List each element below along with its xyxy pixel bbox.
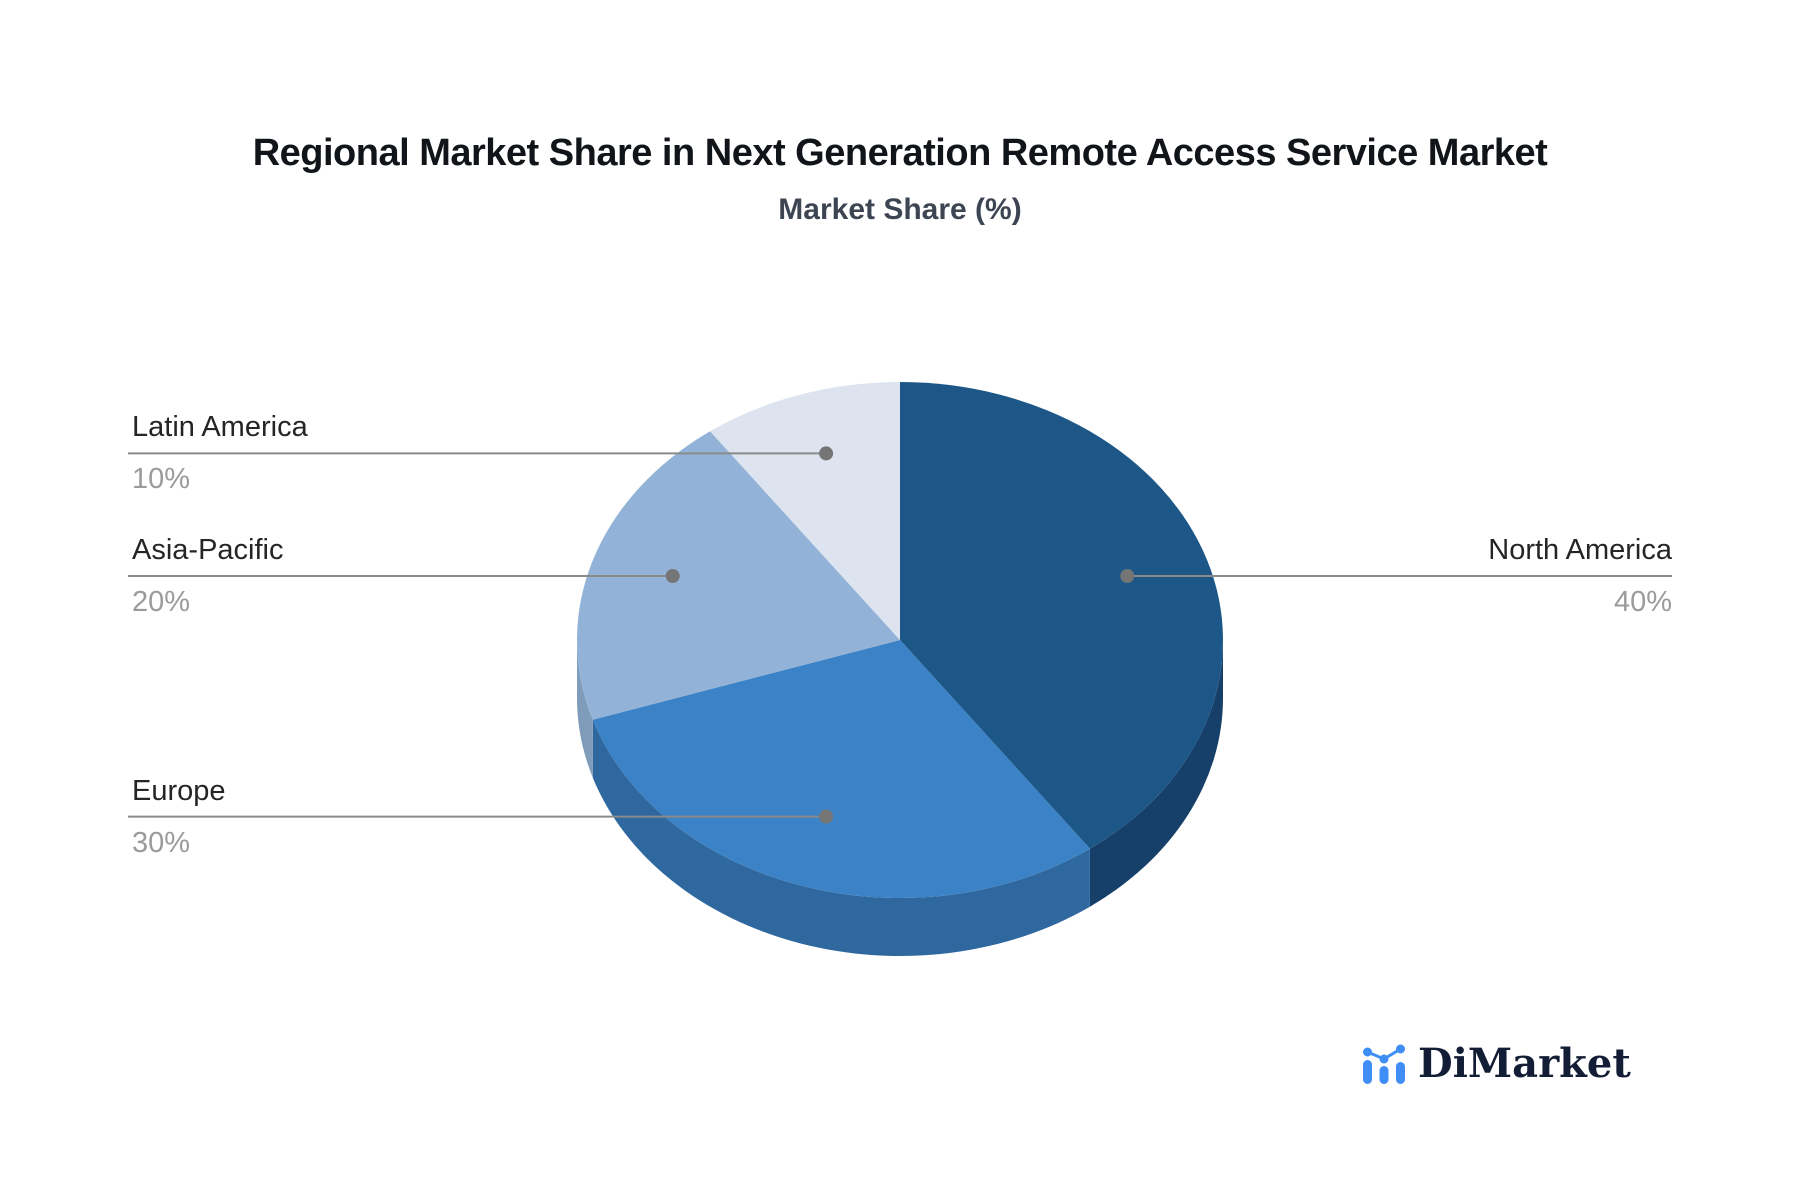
pie-slice-side-north-america bbox=[1089, 640, 1223, 907]
leader-dot-asia-pacific bbox=[665, 569, 680, 583]
value-asia-pacific: 20% bbox=[132, 586, 191, 618]
leader-dot-europe bbox=[819, 809, 834, 824]
value-latin-america: 10% bbox=[132, 463, 191, 496]
label-north-america: North America bbox=[1488, 534, 1672, 566]
bar-line-chart-icon bbox=[1363, 1044, 1405, 1084]
pie-slice-asia-pacific[interactable] bbox=[577, 431, 900, 720]
dimarket-logo: DiMarket bbox=[1363, 1036, 1631, 1092]
value-north-america: 40% bbox=[1613, 586, 1672, 618]
pie-slice-latin-america[interactable] bbox=[710, 382, 900, 640]
pie-slice-europe[interactable] bbox=[592, 640, 1090, 898]
label-europe: Europe bbox=[132, 774, 226, 807]
logo-text: DiMarket bbox=[1418, 1040, 1631, 1087]
chart-title: Regional Market Share in Next Generation… bbox=[252, 132, 1548, 174]
label-latin-america: Latin America bbox=[132, 411, 308, 444]
pie-slice-north-america[interactable] bbox=[900, 382, 1223, 849]
pie-slice-side-asia-pacific bbox=[577, 640, 593, 778]
leader-dot-latin-america bbox=[819, 446, 834, 461]
leader-dot-north-america bbox=[1120, 569, 1135, 583]
value-europe: 30% bbox=[132, 826, 191, 859]
label-asia-pacific: Asia-Pacific bbox=[132, 534, 284, 566]
pie-slice-side-europe bbox=[592, 719, 1090, 956]
chart-subtitle: Market Share (%) bbox=[778, 193, 1022, 226]
